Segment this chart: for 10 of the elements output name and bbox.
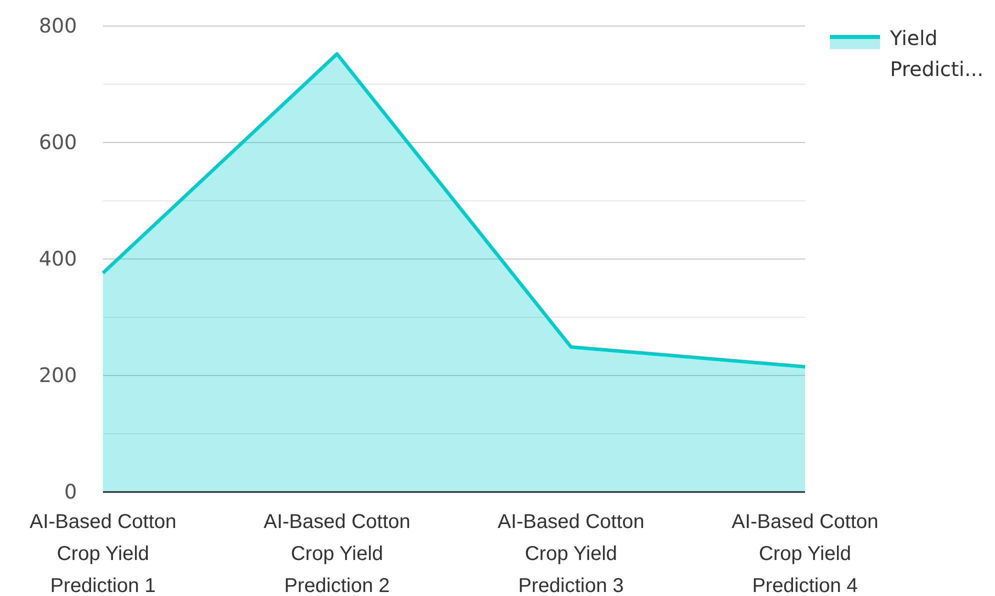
y-tick-label: 800 [38,13,77,38]
x-tick-label: AI-Based Cotton Crop Yield Prediction 4 [732,511,878,596]
y-tick-label: 600 [38,130,77,154]
y-tick-label: 200 [38,362,77,387]
x-tick-label: AI-Based Cotton Crop Yield Prediction 1 [30,511,176,596]
y-tick-label: 0 [64,479,77,504]
x-tick-label: AI-Based Cotton Crop Yield Prediction 2 [264,511,410,596]
legend-label: Yield Predicti... [889,26,984,81]
y-tick-label: 400 [38,246,77,270]
x-tick-label: AI-Based Cotton Crop Yield Prediction 3 [498,511,644,596]
